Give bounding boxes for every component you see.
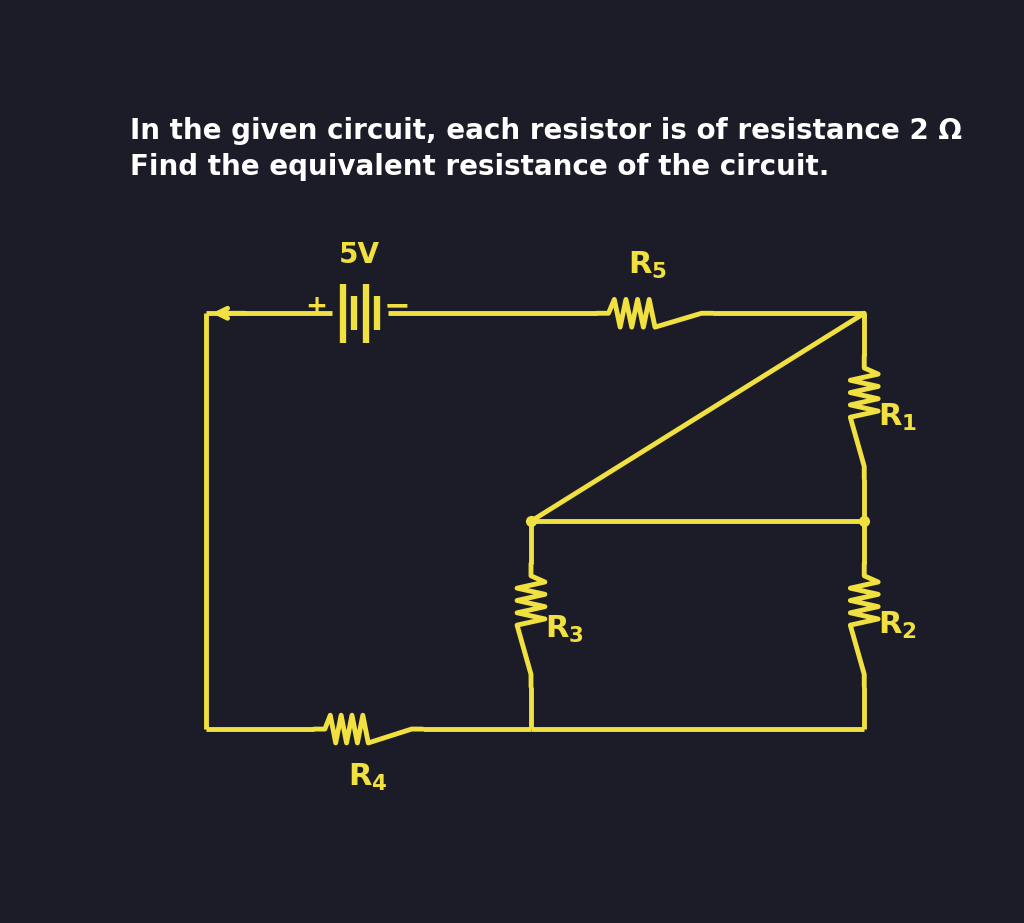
Text: $\mathbf{R_5}$: $\mathbf{R_5}$ (628, 250, 667, 281)
Text: Find the equivalent resistance of the circuit.: Find the equivalent resistance of the ci… (130, 153, 828, 181)
Text: $\mathbf{R_2}$: $\mathbf{R_2}$ (879, 609, 918, 641)
Text: $\mathbf{R_1}$: $\mathbf{R_1}$ (879, 402, 918, 433)
Text: −: − (383, 292, 411, 323)
Text: $\mathbf{R_3}$: $\mathbf{R_3}$ (545, 614, 584, 644)
Text: $\mathbf{R_4}$: $\mathbf{R_4}$ (348, 761, 388, 793)
Text: +: + (305, 294, 328, 320)
Text: 5V: 5V (339, 241, 380, 269)
Text: In the given circuit, each resistor is of resistance 2 Ω: In the given circuit, each resistor is o… (130, 117, 962, 145)
